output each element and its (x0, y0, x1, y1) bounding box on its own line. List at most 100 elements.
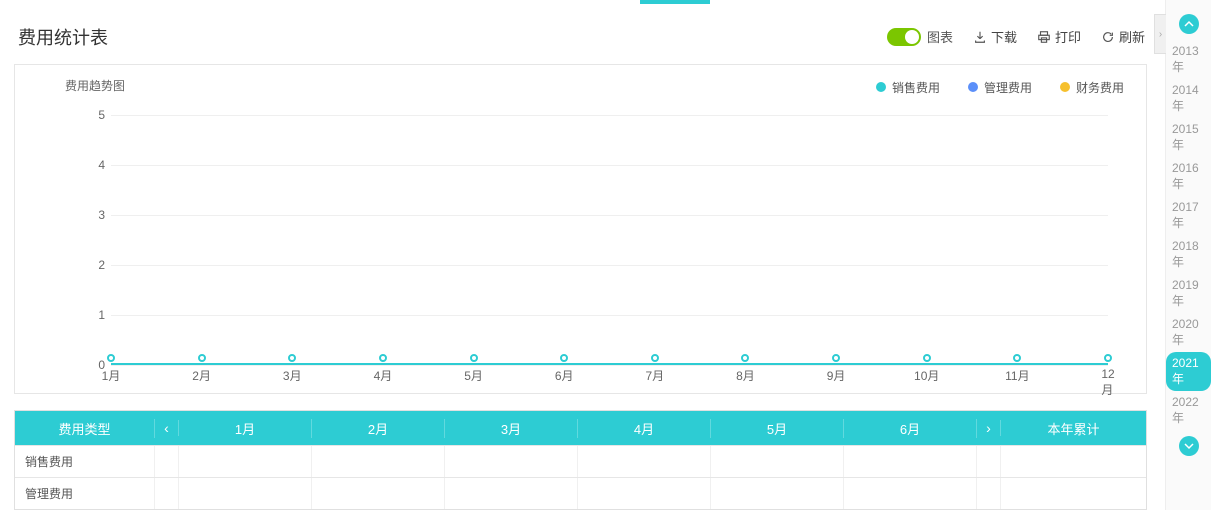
data-point (651, 354, 659, 362)
download-icon (973, 30, 987, 44)
year-button[interactable]: 2021年 (1166, 352, 1211, 391)
cell-total (1001, 478, 1146, 509)
legend-dot-icon (1060, 82, 1070, 92)
cell (711, 446, 844, 477)
print-label: 打印 (1055, 27, 1081, 46)
row-label: 销售费用 (15, 446, 155, 477)
download-label: 下载 (991, 27, 1017, 46)
cell (445, 446, 578, 477)
x-axis: 1月2月3月4月5月6月7月8月9月10月11月12月 (111, 367, 1108, 385)
year-button[interactable]: 2020年 (1166, 313, 1211, 352)
y-tick-label: 4 (98, 158, 105, 172)
cell-total (1001, 446, 1146, 477)
th-month-1: 1月 (179, 419, 312, 438)
y-tick-label: 2 (98, 258, 105, 272)
page-title: 费用统计表 (18, 24, 108, 50)
next-months-button[interactable]: › (977, 420, 1001, 436)
refresh-button[interactable]: 刷新 (1101, 27, 1145, 46)
year-sidebar: › 2013年2014年2015年2016年2017年2018年2019年202… (1165, 0, 1211, 510)
x-tick-label: 2月 (192, 367, 211, 384)
legend-label: 财务费用 (1076, 79, 1124, 96)
cell-spacer (977, 446, 1001, 477)
data-point (923, 354, 931, 362)
y-axis: 012345 (75, 115, 105, 365)
legend-item-sales[interactable]: 销售费用 (876, 79, 940, 96)
year-button[interactable]: 2018年 (1166, 235, 1211, 274)
active-tab-indicator (640, 0, 710, 4)
chart-legend: 销售费用 管理费用 财务费用 (876, 79, 1124, 96)
th-month-3: 3月 (445, 419, 578, 438)
x-tick-label: 7月 (645, 367, 664, 384)
download-button[interactable]: 下载 (973, 27, 1017, 46)
chart-toggle[interactable]: 图表 (887, 27, 953, 46)
cell (179, 478, 312, 509)
cell (578, 478, 711, 509)
year-button[interactable]: 2022年 (1166, 391, 1211, 430)
prev-months-button[interactable]: ‹ (155, 420, 179, 436)
cell (445, 478, 578, 509)
data-point (198, 354, 206, 362)
print-icon (1037, 30, 1051, 44)
chart-card: 费用趋势图 销售费用管理费用财务费用 012345 1月2月3月4月5月6月7月… (14, 64, 1147, 394)
table-header: 费用类型 ‹ 1月 2月 3月 4月 5月 6月 › 本年累计 (15, 411, 1146, 445)
year-button[interactable]: 2013年 (1166, 40, 1211, 79)
year-button[interactable]: 2015年 (1166, 118, 1211, 157)
th-type: 费用类型 (15, 419, 155, 438)
header-actions: 图表 下载 打印 刷新 (887, 27, 1145, 46)
th-month-2: 2月 (312, 419, 445, 438)
gridline (111, 365, 1108, 366)
year-button[interactable]: 2017年 (1166, 196, 1211, 235)
legend-label: 管理费用 (984, 79, 1032, 96)
scroll-years-up-button[interactable] (1179, 14, 1199, 34)
year-button[interactable]: 2019年 (1166, 274, 1211, 313)
cell-spacer (155, 446, 179, 477)
data-point (832, 354, 840, 362)
x-tick-label: 1月 (102, 367, 121, 384)
th-month-6: 6月 (844, 419, 977, 438)
row-label: 管理费用 (15, 478, 155, 509)
refresh-icon (1101, 30, 1115, 44)
year-button[interactable]: 2016年 (1166, 157, 1211, 196)
chevron-up-icon (1184, 19, 1194, 29)
data-point (470, 354, 478, 362)
x-tick-label: 11月 (1005, 367, 1029, 384)
data-point (1104, 354, 1112, 362)
chart-plot-area (111, 115, 1108, 365)
year-button[interactable]: 2014年 (1166, 79, 1211, 118)
cell (312, 446, 445, 477)
legend-item-admin[interactable]: 管理费用 (968, 79, 1032, 96)
cell (312, 478, 445, 509)
x-tick-label: 4月 (374, 367, 393, 384)
y-tick-label: 1 (98, 308, 105, 322)
cell (844, 446, 977, 477)
th-month-4: 4月 (578, 419, 711, 438)
table-row: 销售费用 (15, 445, 1146, 477)
table-row: 管理费用 (15, 477, 1146, 509)
th-month-5: 5月 (711, 419, 844, 438)
cell-spacer (977, 478, 1001, 509)
legend-label: 销售费用 (892, 79, 940, 96)
data-point (379, 354, 387, 362)
th-total: 本年累计 (1001, 419, 1146, 438)
data-point (1013, 354, 1021, 362)
cell (179, 446, 312, 477)
refresh-label: 刷新 (1119, 27, 1145, 46)
legend-item-finance[interactable]: 财务费用 (1060, 79, 1124, 96)
y-tick-label: 3 (98, 208, 105, 222)
scroll-years-down-button[interactable] (1179, 436, 1199, 456)
y-tick-label: 5 (98, 108, 105, 122)
collapse-sidebar-button[interactable]: › (1154, 14, 1166, 54)
data-point (288, 354, 296, 362)
data-table: 费用类型 ‹ 1月 2月 3月 4月 5月 6月 › 本年累计 销售费用管理费用 (14, 410, 1147, 510)
chevron-down-icon (1184, 441, 1194, 451)
cell (711, 478, 844, 509)
data-point (107, 354, 115, 362)
gridline (111, 165, 1108, 166)
toggle-switch-icon (887, 28, 921, 46)
x-tick-label: 3月 (283, 367, 302, 384)
x-tick-label: 10月 (914, 367, 939, 384)
cell (844, 478, 977, 509)
print-button[interactable]: 打印 (1037, 27, 1081, 46)
gridline (111, 115, 1108, 116)
legend-dot-icon (968, 82, 978, 92)
